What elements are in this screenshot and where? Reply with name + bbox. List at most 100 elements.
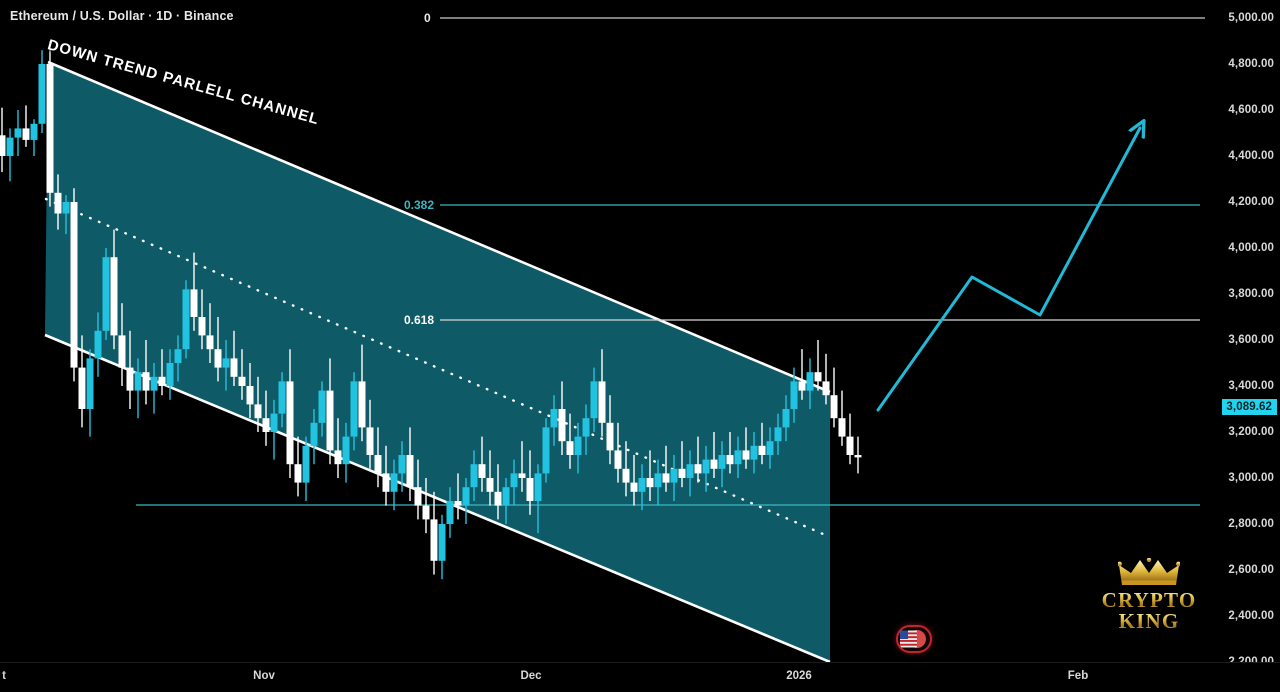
candlestick [558,381,566,455]
time-axis[interactable]: t Nov Dec 2026 Feb [0,662,1280,692]
candlestick [406,427,414,501]
candlestick [686,450,694,497]
candlestick [46,41,54,207]
candlestick [566,413,574,469]
candlestick [670,455,678,501]
candlestick [118,303,126,386]
time-tick: Dec [520,670,542,682]
price-tick: 3,800.00 [1228,288,1274,300]
candlestick [470,450,478,501]
candlestick [382,445,390,506]
current-price-badge: 3,089.62 [1222,399,1277,415]
candlestick [214,317,222,382]
candlestick [318,381,326,437]
candlestick [598,349,606,437]
candlestick [574,422,582,474]
price-tick: 4,600.00 [1228,104,1274,116]
candlestick [822,353,830,405]
candlestick [78,335,86,428]
crypto-king-logo: CRYPTO KING [1090,558,1208,632]
candlestick [790,367,798,423]
candlestick [22,105,30,147]
candlestick [734,436,742,478]
candlestick [710,432,718,478]
candlestick [854,436,862,474]
candlestick [262,390,270,446]
price-axis[interactable]: 5,000.00 4,800.00 4,600.00 4,400.00 4,200.00… [1205,0,1280,668]
chart-title: Ethereum / U.S. Dollar · 1D · Binance [10,9,234,23]
candlestick [38,50,46,133]
channel-upper-line[interactable] [47,60,831,394]
candlestick [478,436,486,492]
candlestick [94,312,102,377]
candlestick [582,404,590,455]
us-flag-icon[interactable] [896,625,932,653]
candlestick [518,441,526,492]
candlestick [0,107,6,173]
candlestick [838,390,846,446]
candlestick [766,427,774,469]
candlestick [446,487,454,538]
candlestick [654,459,662,506]
candlestick [334,418,342,478]
candlestick [158,349,166,396]
candlestick [278,372,286,428]
fib-label-0618: 0.618 [404,313,435,327]
candlestick [526,450,534,515]
candlestick [454,473,462,520]
time-tick: t [2,670,6,682]
price-tick: 4,000.00 [1228,242,1274,254]
candlestick [70,188,78,382]
candlestick [126,330,134,409]
price-tick: 5,000.00 [1228,12,1274,24]
candlestick [390,459,398,511]
us-flag-glyph [900,630,926,648]
candlestick [14,110,22,156]
candlestick [550,395,558,446]
candlestick [646,450,654,501]
candlestick [230,330,238,386]
candlestick [486,450,494,506]
chart-plot-area[interactable]: 0 0.382 0.618 DOWN TREND PARLELL CHANNEL [0,0,1205,662]
projection-arrow[interactable] [876,128,1140,412]
price-tick: 2,600.00 [1228,564,1274,576]
candlestick [358,344,366,442]
candlestick [374,427,382,488]
candlestick [366,399,374,469]
candlestick [166,349,174,400]
time-tick: Feb [1067,670,1089,682]
price-tick: 2,800.00 [1228,518,1274,530]
candlestick [494,464,502,520]
candlestick [238,349,246,400]
candlestick [398,441,406,492]
candlestick [606,395,614,465]
price-tick: 3,000.00 [1228,472,1274,484]
candlestick [638,464,646,511]
candlestick [750,432,758,474]
downtrend-channel-fill [45,62,830,662]
time-tick: Nov [253,670,275,682]
candlestick [830,367,838,428]
candlestick [270,399,278,460]
fib-label-0: 0 [424,11,431,25]
price-tick: 4,200.00 [1228,196,1274,208]
candlestick [630,455,638,506]
candlestick [422,478,430,534]
candlestick [222,340,230,391]
channel-lower-line[interactable] [44,333,831,662]
candlestick [814,340,822,391]
price-tick: 3,600.00 [1228,334,1274,346]
candlestick [774,413,782,455]
candlestick [742,427,750,469]
crown-icon [1118,558,1180,585]
price-tick: 3,400.00 [1228,380,1274,392]
candlestick [718,441,726,488]
logo-text-king: KING [1090,611,1208,632]
channel-midline-dotted [44,197,832,539]
candlestick [110,229,118,350]
candlestick [142,340,150,405]
logo-text-crypto: CRYPTO [1090,590,1208,611]
candlestick [182,280,190,359]
candlestick [702,445,710,492]
